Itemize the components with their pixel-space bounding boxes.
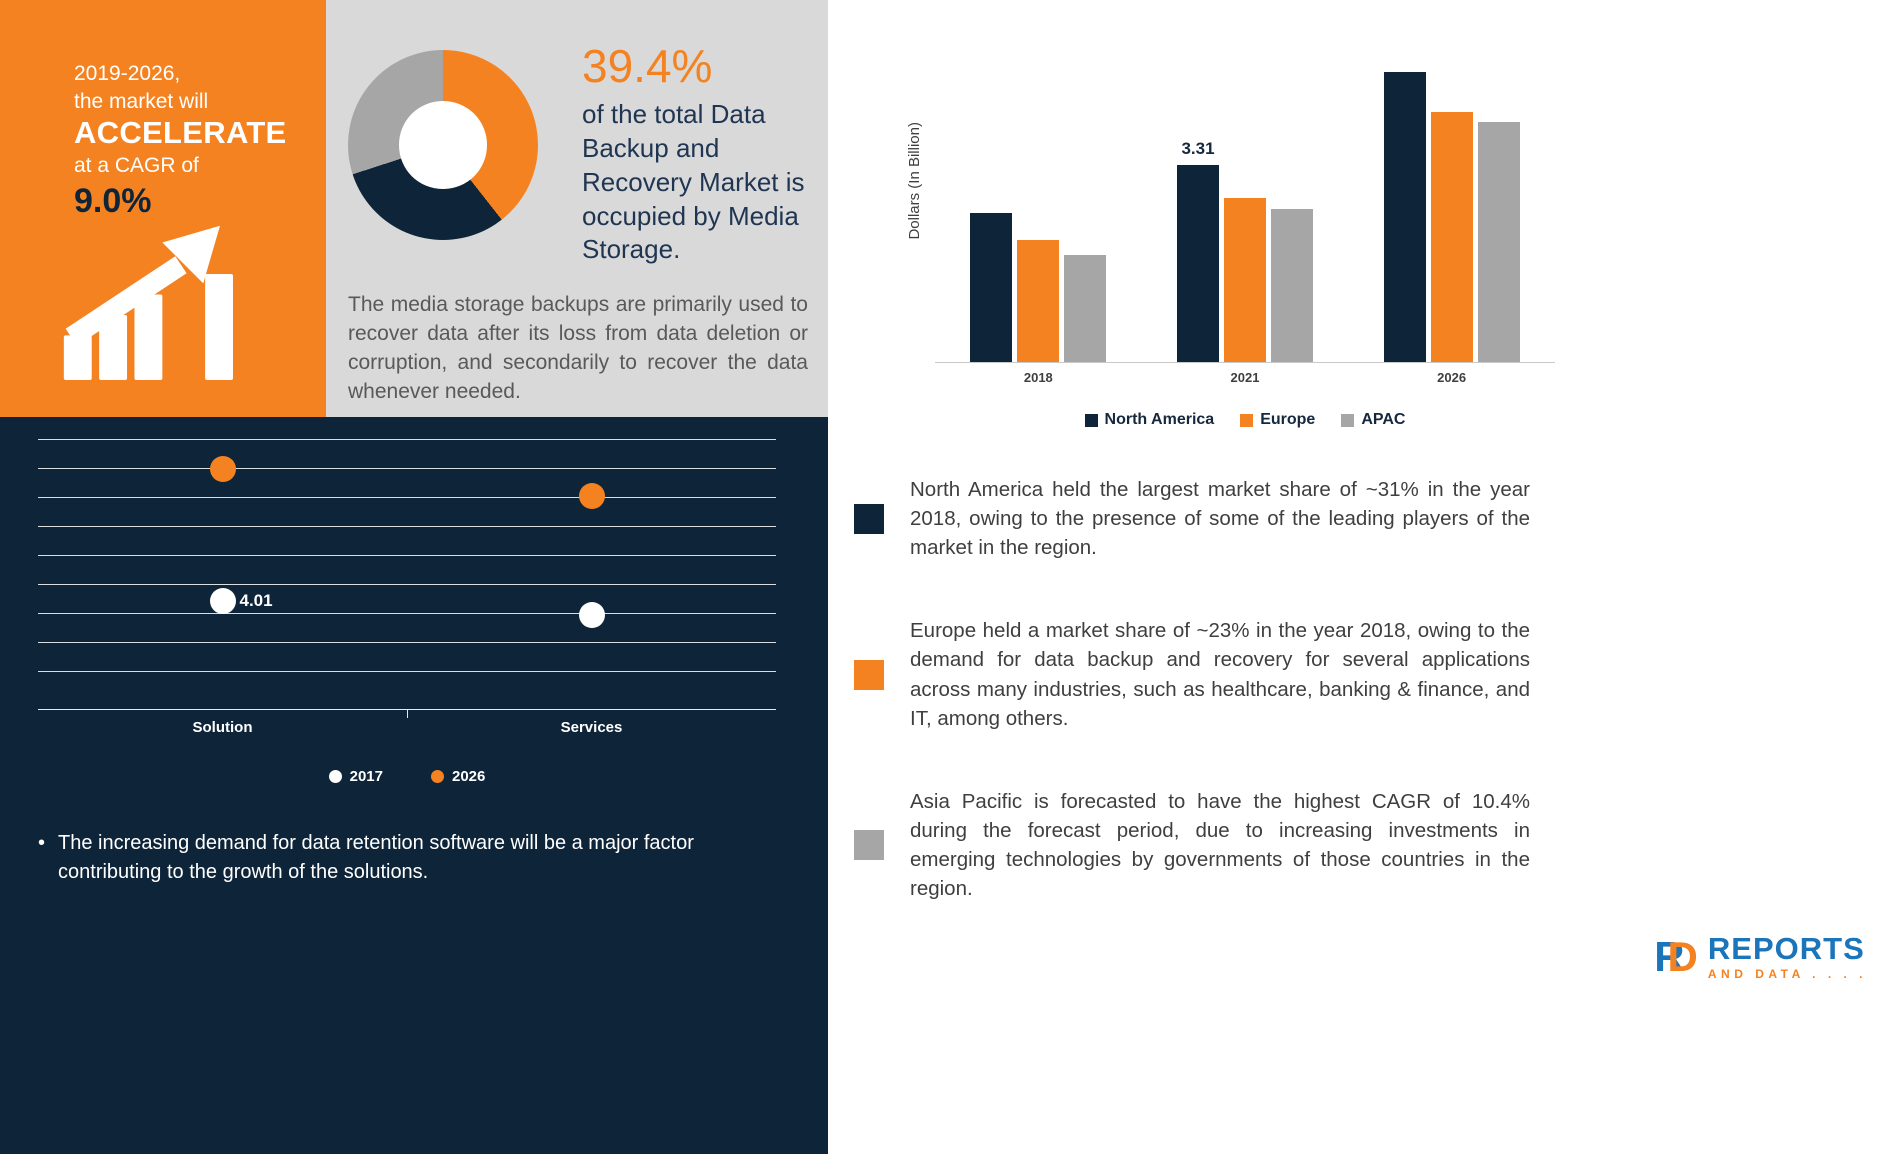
legend-swatch <box>1240 413 1254 427</box>
legend-label: 2017 <box>349 768 383 785</box>
bullet-swatch <box>854 829 884 860</box>
logo-text: REPORTS AND DATA . . . . <box>1708 933 1867 980</box>
y-axis-label: Dollars (In Billion) <box>906 122 923 240</box>
x-tick-2021: 2021 <box>1230 370 1260 385</box>
cagr-value: 9.0% <box>74 181 152 220</box>
bar-column <box>1477 121 1520 362</box>
regional-panel: Dollars (In Billion) 3.31 2018 2021 2026 N… <box>828 0 1903 1154</box>
x-tick-solution: Solution <box>192 719 253 736</box>
logo-letter-r: R <box>1654 932 1685 980</box>
legend-swatch <box>431 770 444 783</box>
media-storage-description: The media storage backups are primarily … <box>348 293 808 404</box>
growth-arrow-icon <box>58 222 263 385</box>
media-storage-stat: 39.4% <box>582 40 713 92</box>
bar-north-america-2018 <box>970 212 1013 362</box>
cagr-panel: 2019-2026, the market will ACCELERATE at… <box>0 0 326 417</box>
media-storage-panel: 39.4% of the total Data Backup and Recov… <box>326 0 828 417</box>
dot-2017-solution <box>209 587 236 614</box>
media-storage-donut-chart <box>348 50 538 240</box>
dot-2026-solution <box>209 455 236 482</box>
dot-2017-services <box>578 601 605 628</box>
bar-cat-labels: 2018 2021 2026 <box>935 370 1555 385</box>
dot-data-label: 4.01 <box>239 590 273 610</box>
bar-group-2026 <box>1383 72 1520 362</box>
bar-column <box>970 212 1013 362</box>
bullet-text: North America held the largest market sh… <box>910 478 1530 560</box>
regional-bullet-1: North America held the largest market sh… <box>854 475 1554 562</box>
x-tick-2026: 2026 <box>1437 370 1467 385</box>
dot-grid: 4.01 <box>38 439 776 710</box>
bullet-text: Asia Pacific is forecasted to have the h… <box>910 789 1530 901</box>
bullet-text: Europe held a market share of ~23% in th… <box>910 619 1530 730</box>
legend-europe: Europe <box>1240 411 1315 429</box>
bar-europe-2021 <box>1223 198 1266 362</box>
bar-apac-2021 <box>1270 209 1313 362</box>
dot-legend: 2017 2026 <box>38 768 776 785</box>
cagr-subline: the market will <box>74 89 209 113</box>
bar-column <box>1383 72 1426 362</box>
legend-swatch <box>1084 413 1098 427</box>
legend-2017: 2017 <box>328 768 383 785</box>
cagr-headline: ACCELERATE <box>74 115 287 151</box>
legend-swatch <box>1341 413 1355 427</box>
legend-label: 2026 <box>452 768 486 785</box>
legend-apac: APAC <box>1341 411 1405 429</box>
x-tick-2018: 2018 <box>1023 370 1053 385</box>
dot-cat-labels: Solution Services <box>38 709 776 736</box>
legend-2026: 2026 <box>431 768 485 785</box>
media-storage-caption: of the total Data Backup and Recovery Ma… <box>582 99 805 265</box>
bar-column <box>1430 112 1473 362</box>
cagr-caption: at a CAGR of <box>74 154 199 178</box>
logo-tagline: AND DATA . . . . <box>1707 967 1867 982</box>
bar-column <box>1064 254 1107 362</box>
bar-plot: 3.31 <box>935 52 1555 363</box>
segment-bullet: • The increasing demand for data retenti… <box>38 829 776 887</box>
regional-bullets: North America held the largest market sh… <box>854 475 1554 903</box>
bar-europe-2026 <box>1430 112 1473 362</box>
bar-apac-2026 <box>1477 121 1520 362</box>
logo-mark-icon: R D <box>1654 932 1698 980</box>
bar-apac-2018 <box>1064 254 1107 362</box>
x-tick-services: Services <box>560 719 623 736</box>
bar-north-america-2021 <box>1176 164 1219 362</box>
bar-data-label: 3.31 <box>1181 138 1215 158</box>
brand-logo: R D REPORTS AND DATA . . . . <box>828 933 1867 980</box>
logo-letter-d: D <box>1667 932 1698 980</box>
media-storage-stat-block: 39.4% of the total Data Backup and Recov… <box>582 42 812 267</box>
bar-legend: North America Europe APAC <box>935 411 1555 429</box>
legend-label: Europe <box>1260 411 1316 428</box>
bar-column <box>1270 209 1313 362</box>
legend-swatch <box>328 770 342 783</box>
bar-plot-column: 3.31 2018 2021 2026 North America Europe APA… <box>935 52 1555 429</box>
cagr-period: 2019-2026, <box>74 62 181 85</box>
bar-europe-2018 <box>1017 240 1060 362</box>
segment-bullet-text: The increasing demand for data retention… <box>58 832 694 883</box>
bar-group-2018 <box>970 212 1107 362</box>
bullet-marker: • <box>38 832 46 854</box>
regional-bullet-2: Europe held a market share of ~23% in th… <box>854 616 1554 732</box>
bar-column <box>1017 240 1060 362</box>
bullet-swatch <box>854 659 884 690</box>
bar-group-2021: 3.31 <box>1176 138 1313 362</box>
segment-dot-chart: 4.01 Solution Services 2017 2026 <box>38 439 776 785</box>
regional-bar-chart: Dollars (In Billion) 3.31 2018 2021 2026 N… <box>906 52 1903 429</box>
legend-label: North America <box>1104 411 1215 428</box>
regional-bullet-3: Asia Pacific is forecasted to have the h… <box>854 787 1554 903</box>
legend-label: APAC <box>1361 411 1406 428</box>
media-storage-top: 39.4% of the total Data Backup and Recov… <box>348 42 812 267</box>
bar-column: 3.31 <box>1176 138 1219 362</box>
left-column: 2019-2026, the market will ACCELERATE at… <box>0 0 828 1154</box>
bullet-swatch <box>854 503 884 534</box>
bar-north-america-2026 <box>1383 72 1426 362</box>
logo-brand-text: REPORTS <box>1707 931 1865 967</box>
top-row: 2019-2026, the market will ACCELERATE at… <box>0 0 828 417</box>
legend-north-america: North America <box>1084 411 1215 429</box>
bar-column <box>1223 198 1266 362</box>
dot-2026-services <box>578 482 605 509</box>
segment-panel: 4.01 Solution Services 2017 2026 • The inc… <box>0 417 828 1154</box>
